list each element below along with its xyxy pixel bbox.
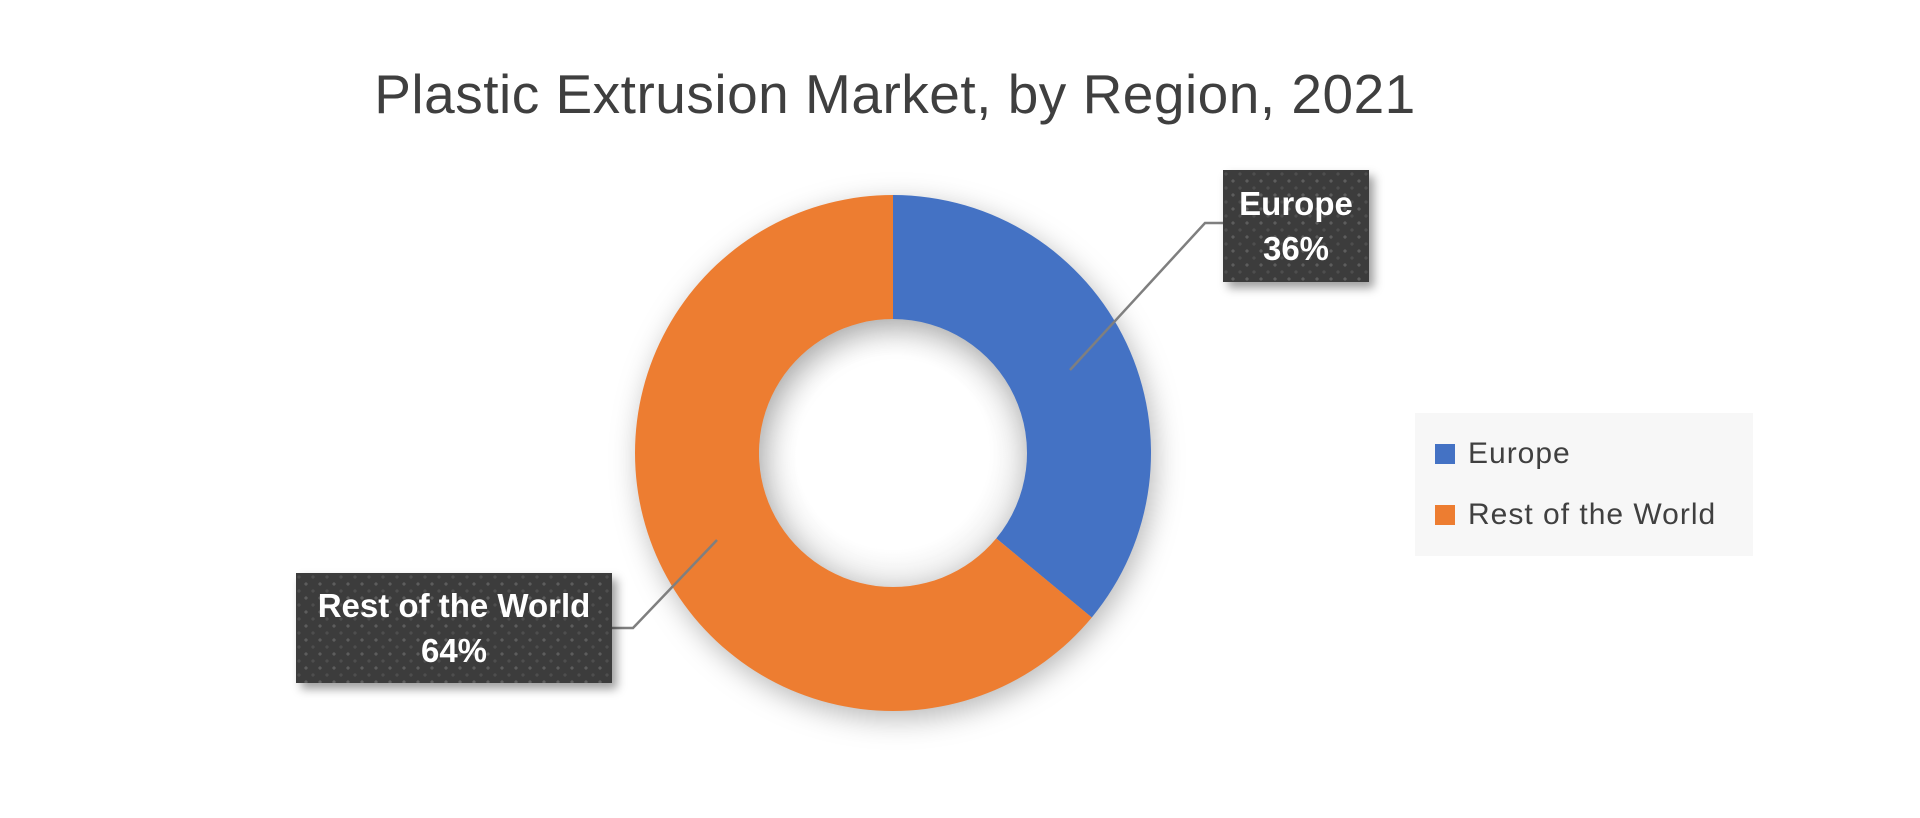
donut-hole [759,319,1027,587]
legend-item-rest-of-world: Rest of the World [1435,498,1753,532]
legend-swatch-europe [1435,444,1455,464]
callout-europe-label: Europe [1239,185,1353,222]
chart-legend: Europe Rest of the World [1415,413,1753,556]
callout-rest-of-world: Rest of the World 64% [296,573,612,683]
legend-label-europe: Europe [1468,437,1571,470]
legend-swatch-rest-of-world [1435,505,1455,525]
slice-rest-of-the-world [635,194,1092,711]
callout-rest-of-world-label: Rest of the World [317,587,591,624]
leader-line-rest-of-world [612,539,718,630]
chart-title: Plastic Extrusion Market, by Region, 202… [374,63,1416,125]
callout-europe: Europe 36% [1223,170,1369,282]
slice-europe [893,195,1152,618]
callout-europe-value: 36% [1262,230,1330,267]
leader-line-europe [1069,221,1224,371]
callout-rest-of-world-value: 64% [420,632,488,669]
legend-item-europe: Europe [1435,437,1753,471]
legend-label-rest-of-world: Rest of the World [1468,498,1717,531]
donut-slices [635,194,1152,711]
